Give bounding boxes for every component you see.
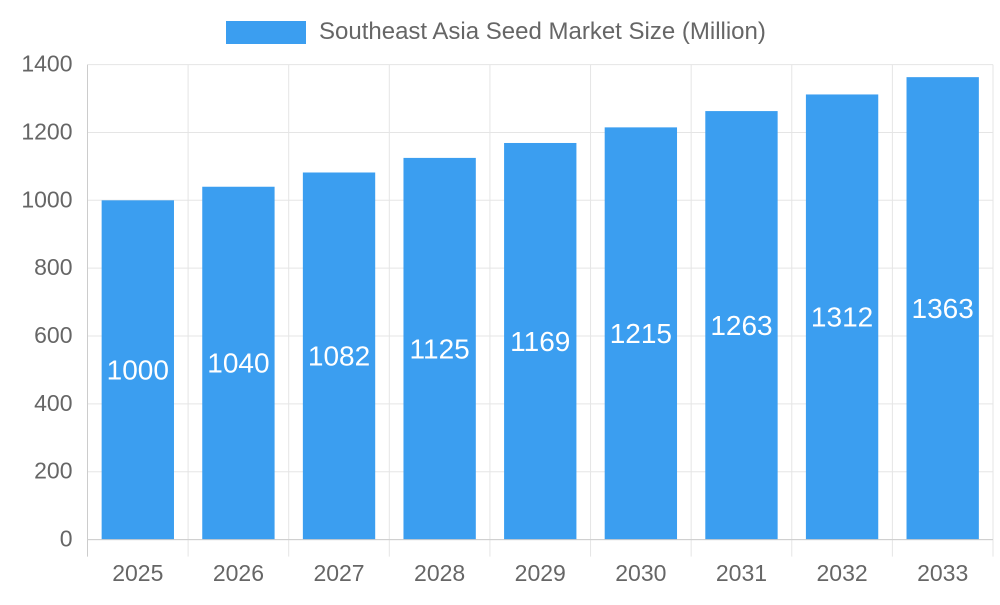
svg-text:800: 800 [34,254,72,280]
svg-text:400: 400 [34,390,72,416]
svg-text:2027: 2027 [313,560,364,586]
svg-text:1312: 1312 [811,302,873,333]
svg-text:0: 0 [60,526,73,552]
svg-text:1000: 1000 [21,186,72,212]
svg-text:2029: 2029 [515,560,566,586]
svg-text:1169: 1169 [510,326,570,357]
svg-text:2028: 2028 [414,560,465,586]
svg-text:1082: 1082 [308,341,370,372]
svg-text:600: 600 [34,322,72,348]
svg-text:1000: 1000 [107,354,169,385]
svg-text:1125: 1125 [410,333,470,364]
svg-text:1040: 1040 [207,348,269,379]
svg-text:2031: 2031 [716,560,767,586]
svg-text:2026: 2026 [213,560,264,586]
svg-text:200: 200 [34,458,72,484]
svg-text:2033: 2033 [917,560,968,586]
svg-text:1363: 1363 [912,293,974,324]
svg-text:1215: 1215 [610,318,672,349]
svg-text:1263: 1263 [710,310,772,341]
svg-text:1200: 1200 [21,118,72,144]
svg-text:2032: 2032 [816,560,867,586]
svg-text:2025: 2025 [112,560,163,586]
svg-text:2030: 2030 [615,560,666,586]
svg-text:1400: 1400 [21,51,72,77]
